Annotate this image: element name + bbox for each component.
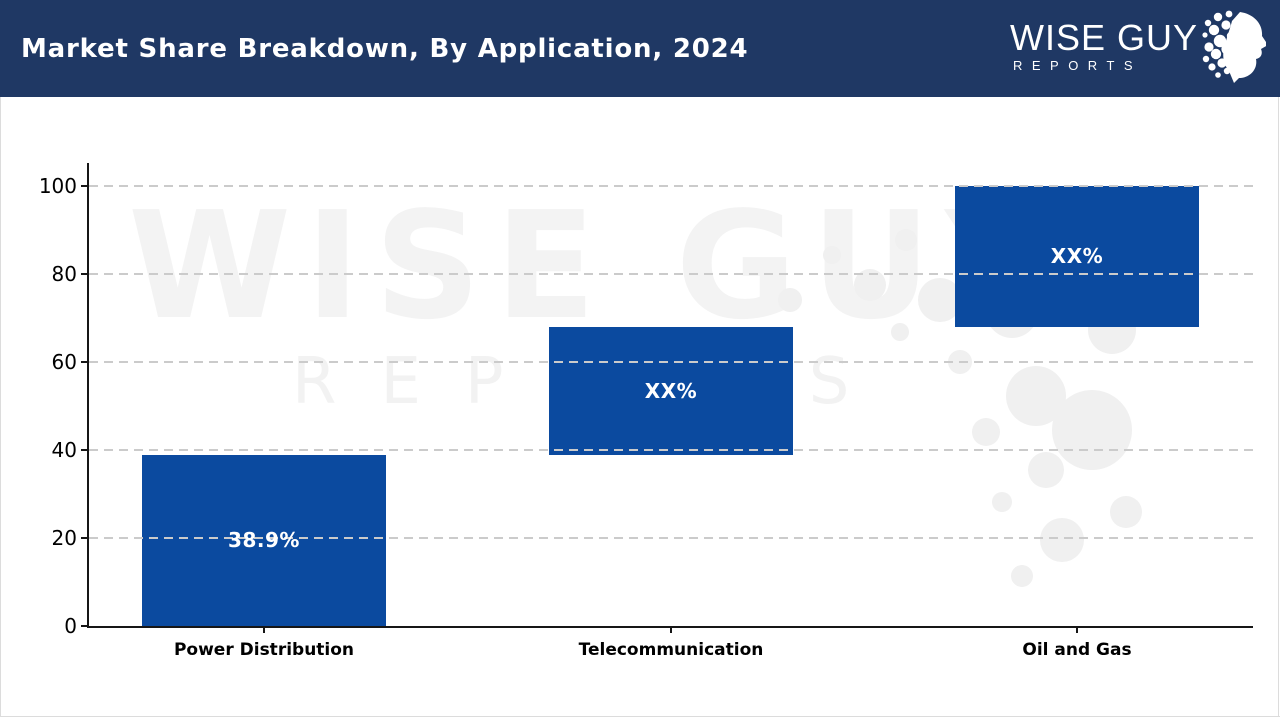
y-axis-tick-0 [81, 625, 89, 627]
gridline-60 [89, 361, 1253, 363]
bar-1 [549, 326, 793, 455]
gridline-100 [89, 185, 1253, 187]
watermark-dot [1110, 496, 1142, 528]
bar-value-label-1: XX% [644, 378, 698, 403]
plot-area: 0 20 40 60 80 100 38.9% Power Distribution XX% Te… [0, 97, 1280, 720]
watermark-dot [895, 229, 917, 251]
dotted-head-icon [1202, 10, 1266, 83]
y-axis-tick-label-0: 0 [64, 614, 77, 638]
watermark-dot [1011, 565, 1033, 587]
watermark-dot [972, 418, 1000, 446]
bar-value-label-0: 38.9% [228, 528, 300, 553]
y-axis-spine [87, 163, 89, 628]
x-axis-tick-2 [1076, 626, 1078, 633]
x-axis-tick-1 [670, 626, 672, 633]
watermark-dot [778, 288, 802, 312]
watermark-dot [992, 492, 1012, 512]
x-axis-spine [87, 626, 1253, 628]
brand-logo-text: WISE GUY REPORTS [1009, 17, 1198, 74]
watermark-dot [891, 323, 909, 341]
y-axis-tick-20 [81, 537, 89, 539]
y-axis-tick-80 [81, 273, 89, 275]
watermark-dot [1028, 452, 1064, 488]
category-label-0: Power Distribution [173, 640, 355, 660]
brand-subtitle: REPORTS [1012, 58, 1143, 73]
page-border-left [0, 97, 1, 716]
page-border-right [1278, 97, 1279, 716]
page-border-bottom [0, 716, 1280, 717]
y-axis-tick-40 [81, 449, 89, 451]
y-axis-tick-label-40: 40 [51, 438, 77, 462]
y-axis-tick-label-80: 80 [51, 262, 77, 286]
bar-value-label-2: XX% [1050, 244, 1104, 269]
watermark-dot [823, 246, 841, 264]
header-bar: Market Share Breakdown, By Application, … [0, 0, 1280, 97]
chart-title: Market Share Breakdown, By Application, … [21, 34, 749, 64]
brand-logo: WISE GUY REPORTS [1010, 9, 1266, 83]
x-axis-tick-0 [263, 626, 265, 633]
brand-name: WISE GUY [1009, 17, 1198, 58]
y-axis-tick-label-20: 20 [51, 526, 77, 550]
y-axis-tick-label-100: 100 [38, 174, 77, 198]
bar-0 [142, 454, 386, 626]
gridline-40 [89, 449, 1253, 451]
gridline-80 [89, 273, 1253, 275]
y-axis-tick-60 [81, 361, 89, 363]
category-label-1: Telecommunication [578, 640, 764, 660]
y-axis-tick-100 [81, 185, 89, 187]
watermark-dot [1040, 518, 1084, 562]
gridline-20 [89, 537, 1253, 539]
watermark-dot [1052, 390, 1132, 470]
category-label-2: Oil and Gas [1022, 640, 1132, 660]
watermark-dot [918, 278, 962, 322]
bar-2 [955, 186, 1199, 327]
y-axis-tick-label-60: 60 [51, 350, 77, 374]
